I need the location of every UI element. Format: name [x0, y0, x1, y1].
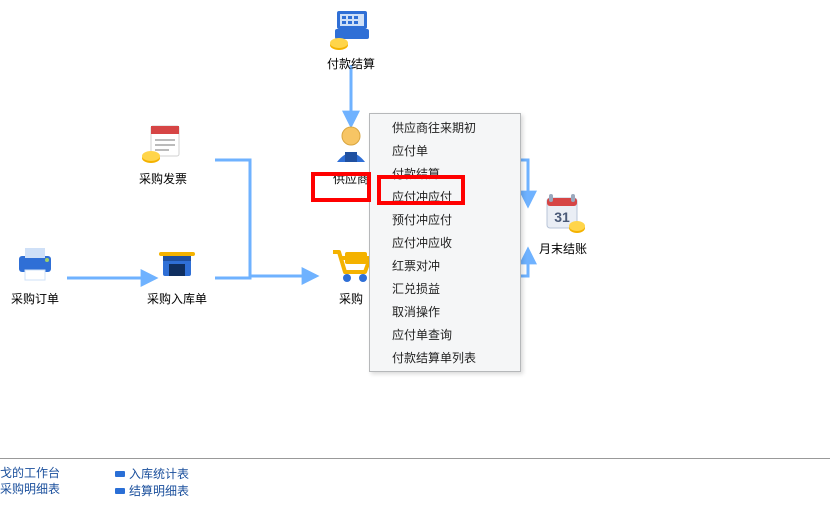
node-label: 采购发票 — [128, 170, 198, 187]
node-label: 采购订单 — [0, 290, 70, 307]
menu-item-payable_note[interactable]: 应付单 — [370, 139, 520, 162]
node-label: 付款结算 — [316, 55, 386, 72]
menu-item-payment_settlement_list[interactable]: 付款结算单列表 — [370, 346, 520, 369]
supplier-context-menu: 供应商往来期初应付单付款结算应付冲应付预付冲应付应付冲应收红票对冲汇兑损益取消操… — [369, 113, 521, 372]
node-payment-settlement[interactable]: 付款结算 — [316, 5, 386, 72]
calendar-icon: 31 — [539, 190, 587, 238]
menu-item-payable_offset_payable[interactable]: 应付冲应付 — [370, 185, 520, 208]
menu-item-payable_offset_recv[interactable]: 应付冲应收 — [370, 231, 520, 254]
node-purchase-warehouse[interactable]: 采购入库单 — [142, 240, 212, 307]
menu-item-payable_query[interactable]: 应付单查询 — [370, 323, 520, 346]
menu-item-cancel_op[interactable]: 取消操作 — [370, 300, 520, 323]
node-label: 采购入库单 — [142, 290, 212, 307]
bottom-link-settlement_detail[interactable]: 结算明细表 — [115, 482, 189, 499]
bottom-link-bar: 戈的工作台采购明细表 入库统计表结算明细表 — [0, 458, 830, 508]
node-label: 月末结账 — [528, 240, 598, 257]
cash-register-icon — [327, 5, 375, 53]
menu-item-red_note_offset[interactable]: 红票对冲 — [370, 254, 520, 277]
bottom-link-purchase_detail[interactable]: 采购明细表 — [0, 481, 60, 497]
menu-item-fx_gain_loss[interactable]: 汇兑损益 — [370, 277, 520, 300]
cart-icon — [327, 240, 375, 288]
supplier-icon — [327, 120, 375, 168]
svg-text:31: 31 — [554, 209, 570, 225]
node-purchase-order[interactable]: 采购订单 — [0, 240, 70, 307]
printer-icon — [11, 240, 59, 288]
invoice-icon — [139, 120, 187, 168]
menu-item-prepay_offset_payable[interactable]: 预付冲应付 — [370, 208, 520, 231]
bottom-link-inbound_stats[interactable]: 入库统计表 — [115, 465, 189, 482]
node-month-end-close[interactable]: 31 月末结账 — [528, 190, 598, 257]
warehouse-bin-icon — [153, 240, 201, 288]
menu-item-payment_settlement[interactable]: 付款结算 — [370, 162, 520, 185]
menu-item-supplier_opening[interactable]: 供应商往来期初 — [370, 116, 520, 139]
bottom-link-my_workbench[interactable]: 戈的工作台 — [0, 465, 60, 481]
node-purchase-invoice[interactable]: 采购发票 — [128, 120, 198, 187]
